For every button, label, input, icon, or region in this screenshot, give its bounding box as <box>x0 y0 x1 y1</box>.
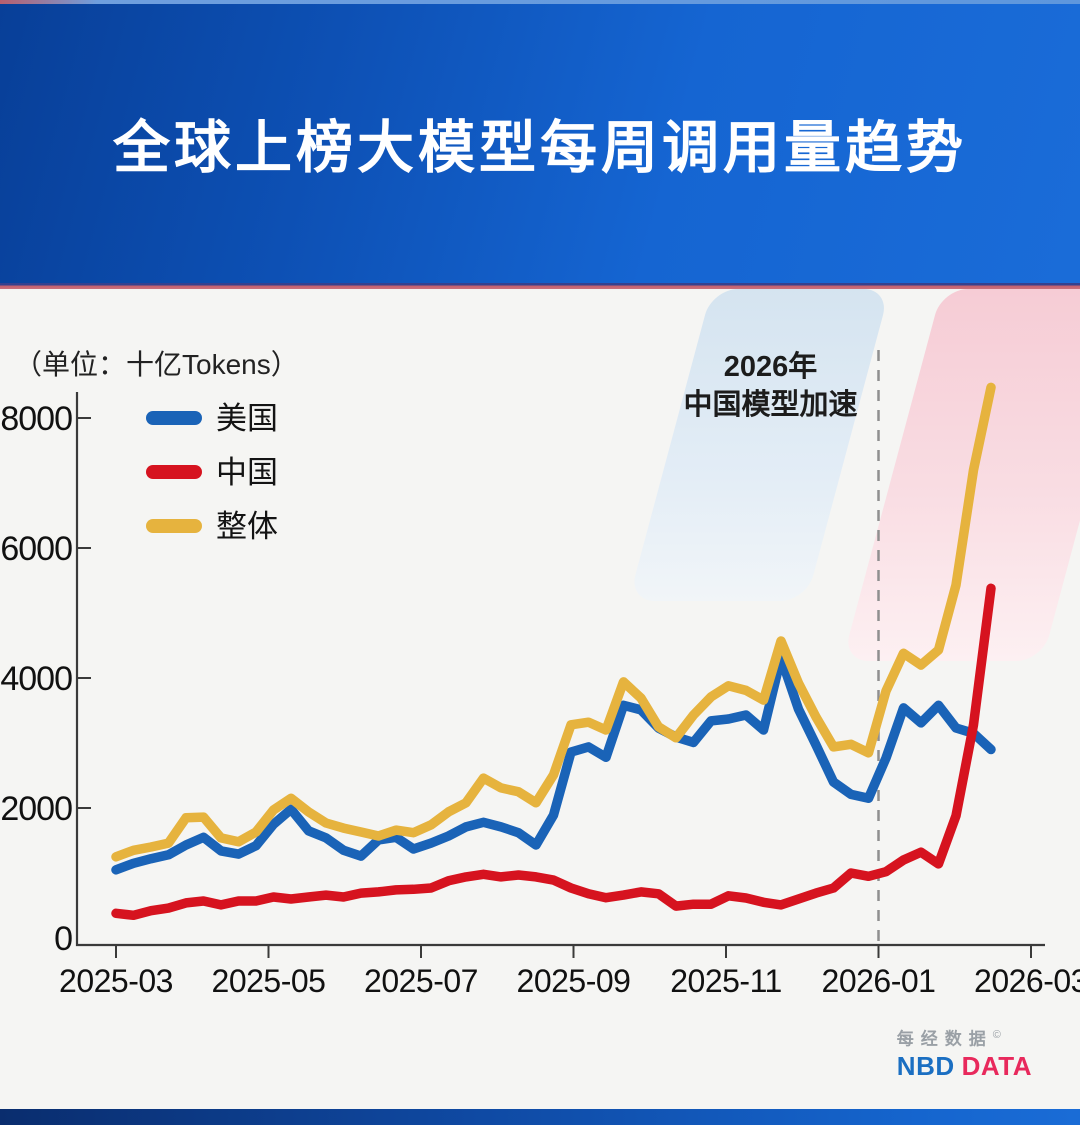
x-axis-tick-label: 2025-03 <box>59 963 173 999</box>
series-line-中国 <box>111 583 996 921</box>
axes-spines <box>75 392 1045 947</box>
page-title: 全球上榜大模型每周调用量趋势 <box>113 116 967 180</box>
legend-swatch-美国 <box>146 411 202 425</box>
banner-divider-line <box>0 283 1080 289</box>
banner-top-accent-line <box>0 0 1080 4</box>
annotation-line2: 中国模型加速 <box>683 389 858 421</box>
legend-label-整体: 整体 <box>216 509 278 544</box>
brand-name-nbd: NBD <box>896 1051 955 1082</box>
series-line-整体 <box>111 382 996 862</box>
header-banner: 全球上榜大模型每周调用量趋势 <box>0 0 1080 283</box>
brand-name-cn: 每经数据 <box>896 1029 993 1049</box>
x-axis-tick-label: 2025-09 <box>517 963 631 999</box>
unit-label: （单位：十亿Tokens） <box>14 349 299 380</box>
x-axis-tick-label: 2025-05 <box>212 963 326 999</box>
chart-annotation: 2026年 中国模型加速 <box>668 348 873 424</box>
brand-logo-en-line: NBD DATA <box>897 1053 1032 1079</box>
brand-logo-cn-line: 每经数据© <box>897 1030 1032 1048</box>
legend-label-中国: 中国 <box>216 455 278 490</box>
y-axis-tick-label: 4000 <box>0 660 72 698</box>
legend-label-美国: 美国 <box>216 401 278 436</box>
brand-name-data: DATA <box>961 1051 1032 1082</box>
y-axis-tick-label: 6000 <box>0 530 72 568</box>
x-axis-tick-label: 2026-01 <box>822 963 936 999</box>
copyright-mark: © <box>992 1029 1001 1041</box>
brand-logo: 每经数据© NBD DATA <box>897 1030 1032 1080</box>
legend-swatch-整体 <box>146 519 202 533</box>
x-axis-tick-label: 2025-07 <box>364 963 478 999</box>
y-axis-tick-label: 2000 <box>0 790 72 828</box>
annotation-line1: 2026年 <box>723 351 818 383</box>
series-line-美国 <box>111 653 996 875</box>
footer-bar <box>0 1109 1080 1125</box>
x-axis-tick-label: 2026-03 <box>974 963 1080 999</box>
y-axis-tick-label: 8000 <box>0 400 72 438</box>
x-axis-tick-label: 2025-11 <box>670 963 782 999</box>
y-axis-tick-label: 0 <box>54 920 72 958</box>
legend-swatch-中国 <box>146 465 202 479</box>
